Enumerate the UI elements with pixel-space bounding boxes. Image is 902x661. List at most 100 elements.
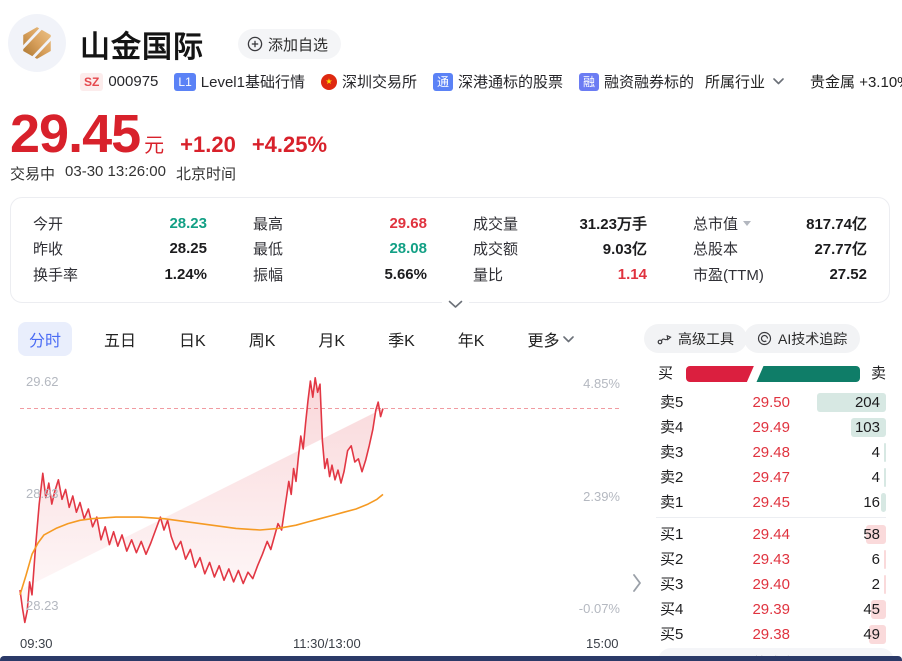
quote-datetime: 03-30 13:26:00 — [65, 163, 166, 180]
tab-more[interactable]: 更多 — [516, 322, 585, 356]
buy-power-label: 买 — [658, 365, 674, 382]
ask-volume-bar — [884, 443, 886, 462]
bid-row-1[interactable]: 买1 29.44 58 — [632, 522, 894, 547]
tag-exchange-code: SZ 000975 — [80, 72, 159, 91]
tab-monthly-k[interactable]: 月K — [318, 333, 346, 350]
tab-5day[interactable]: 五日 — [104, 333, 137, 350]
y-axis-label-mid: 28.93 — [26, 486, 59, 501]
bid-row-4[interactable]: 买4 29.39 45 — [632, 597, 894, 622]
tag-sz-hk-connect: 通 深港通标的股票 — [432, 71, 563, 92]
price-unit: 元 — [144, 135, 165, 157]
l1-badge: L1 — [174, 72, 196, 91]
avg-price-line — [19, 493, 384, 596]
bid-volume-bar — [884, 575, 886, 594]
trading-status: 交易中 — [10, 166, 56, 183]
stat-low: 最低 28.08 — [253, 240, 427, 259]
stat-high: 最高 29.68 — [253, 215, 427, 234]
tab-daily-k[interactable]: 日K — [179, 333, 206, 350]
stats-expand-chevron[interactable] — [442, 296, 469, 314]
x-axis-label-open: 09:30 — [20, 636, 53, 651]
ask-volume-bar — [880, 493, 886, 512]
tag-shenzhen-exchange: ★ 深圳交易所 — [320, 71, 417, 92]
stat-prev-close: 昨收 28.25 — [33, 240, 207, 259]
tong-badge: 通 — [432, 72, 453, 91]
sz-badge: SZ — [80, 72, 104, 91]
y-axis-pct-high: 4.85% — [583, 376, 620, 391]
ask-volume-bar — [816, 393, 886, 412]
ask-volume-bar — [850, 418, 886, 437]
chart-period-tabs: 分时 五日 日K 周K 月K 季K 年K 更多 — [18, 322, 585, 356]
x-axis-label-close: 15:00 — [586, 636, 619, 651]
sell-power-label: 卖 — [870, 365, 886, 382]
power-bar — [686, 366, 860, 382]
industry-row: 所属行业 贵金属 +3.10% — [705, 71, 902, 92]
trading-status-row: 交易中 03-30 13:26:00 北京时间 — [10, 163, 236, 184]
page-title: 山金国际 — [80, 31, 204, 64]
ask-row-1[interactable]: 卖1 29.45 16 — [632, 490, 894, 515]
chevron-down-icon — [773, 78, 784, 85]
route-tool-icon — [657, 334, 672, 345]
tab-intraday[interactable]: 分时 — [18, 322, 73, 356]
rong-badge: 融 — [579, 72, 600, 91]
current-price: 29.45 — [10, 104, 141, 164]
ask-row-4[interactable]: 卖4 29.49 103 — [632, 415, 894, 440]
add-watchlist-label: 添加自选 — [268, 36, 329, 54]
stat-open: 今开 28.23 — [33, 215, 207, 234]
buy-sell-power-bar: 买 卖 — [632, 364, 894, 384]
stat-amount: 成交额 9.03亿 — [473, 241, 647, 259]
add-watchlist-button[interactable]: 添加自选 — [238, 29, 342, 59]
bid-row-3[interactable]: 买3 29.40 2 — [632, 572, 894, 597]
order-book-panel: 买 卖 卖5 29.50 204 卖4 29.49 103 卖3 29.48 4 — [632, 360, 894, 661]
price-line — [19, 376, 384, 624]
y-axis-label-high: 29.62 — [26, 374, 59, 389]
x-axis-label-midday: 11:30/13:00 — [293, 636, 361, 651]
stock-code: 000975 — [108, 73, 159, 90]
tab-yearly-k[interactable]: 年K — [457, 333, 485, 350]
quote-price-row: 29.45 元 +1.20 +4.25% — [10, 103, 327, 165]
ask-row-3[interactable]: 卖3 29.48 4 — [632, 440, 894, 465]
ai-tracking-button[interactable]: AI技术追踪 — [744, 324, 861, 353]
bottom-nav-bar — [0, 656, 902, 661]
advanced-tools-button[interactable]: 高级工具 — [644, 324, 747, 353]
china-flag-icon: ★ — [320, 73, 337, 90]
ai-circle-icon — [757, 331, 772, 346]
bid-row-2[interactable]: 买2 29.43 6 — [632, 547, 894, 572]
bid-volume-bar — [883, 550, 886, 569]
stat-volume: 成交量 31.23万手 — [473, 216, 647, 234]
y-axis-pct-low: -0.07% — [578, 601, 620, 616]
price-change-pct: +4.25% — [251, 132, 328, 157]
stat-turnover-rate: 换手率 1.24% — [33, 265, 207, 284]
ask-volume-bar — [884, 468, 886, 487]
bid-row-5[interactable]: 买5 29.38 49 — [632, 622, 894, 647]
stat-total-shares: 总股本 27.77亿 — [693, 241, 867, 259]
ask-row-2[interactable]: 卖2 29.47 4 — [632, 465, 894, 490]
y-axis-label-low: 28.23 — [26, 598, 59, 613]
industry-dropdown[interactable]: 所属行业 — [705, 74, 766, 91]
tab-quarterly-k[interactable]: 季K — [388, 333, 415, 350]
quote-timezone: 北京时间 — [175, 166, 236, 183]
intraday-chart[interactable] — [14, 360, 624, 660]
stats-card: 今开 28.23 昨收 28.25 换手率 1.24% 最高 29.68 最低 … — [10, 197, 890, 303]
price-area-fill — [20, 377, 383, 623]
stat-market-cap: 总市值 817.74亿 — [693, 216, 867, 234]
tag-level1: L1 Level1基础行情 — [174, 71, 305, 92]
stat-amplitude: 振幅 5.66% — [253, 265, 427, 284]
caret-down-icon[interactable] — [743, 221, 752, 227]
ask-row-5[interactable]: 卖5 29.50 204 — [632, 390, 894, 415]
book-divider — [656, 517, 886, 518]
order-panel-collapse-chevron[interactable] — [631, 572, 643, 599]
price-change: +1.20 — [180, 132, 236, 157]
stat-volume-ratio: 量比 1.14 — [473, 265, 647, 284]
tab-weekly-k[interactable]: 周K — [248, 333, 276, 350]
power-bar-sell — [756, 366, 860, 382]
bid-volume-bar — [870, 600, 886, 619]
power-bar-buy — [686, 366, 754, 382]
tag-margin-trading: 融 融资融券标的 — [579, 71, 694, 92]
plus-circle-icon — [247, 36, 263, 52]
industry-link[interactable]: 贵金属 +3.10% — [810, 74, 902, 91]
bid-volume-bar — [866, 525, 886, 544]
stat-pe-ttm: 市盈(TTM) 27.52 — [693, 265, 867, 284]
stock-logo — [8, 14, 66, 72]
bid-volume-bar — [869, 625, 886, 644]
